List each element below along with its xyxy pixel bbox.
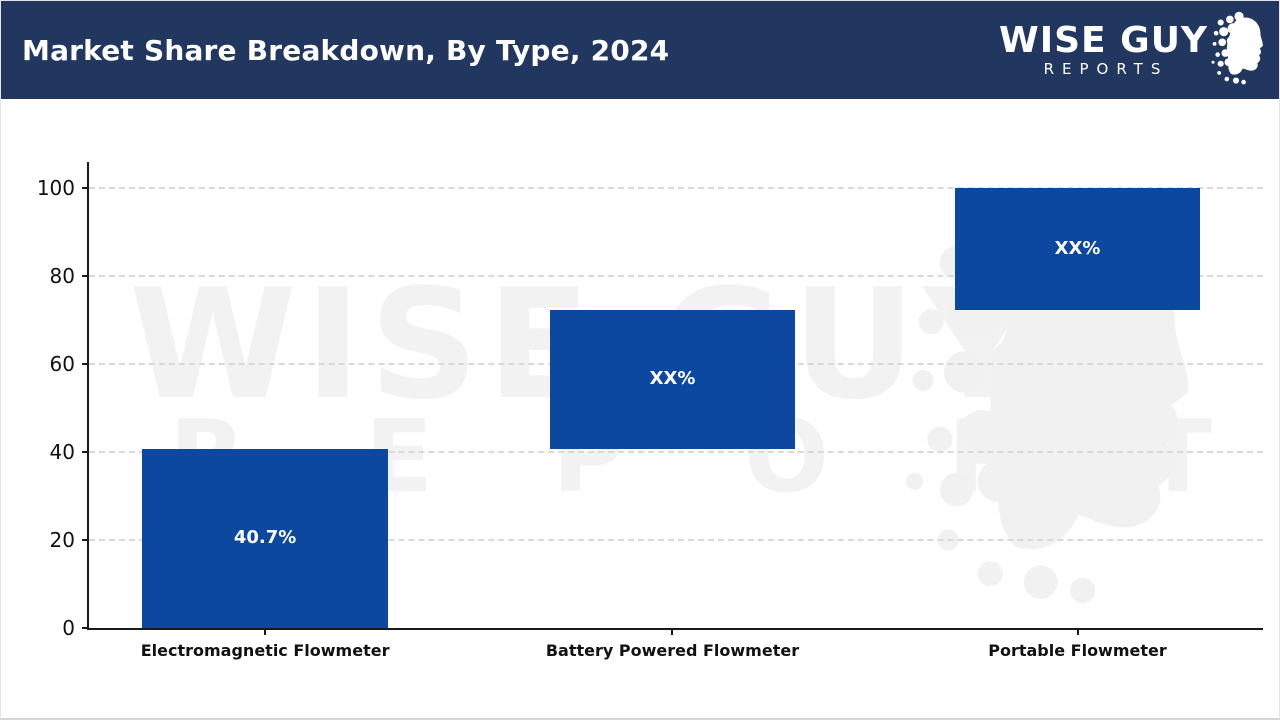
bar-value-label: 40.7% [233,527,297,549]
x-tick-mark [671,628,674,635]
category-label: Electromagnetic Flowmeter [140,641,390,660]
y-tick-label: 20 [49,528,75,552]
y-tick-mark [82,363,89,365]
brand-name: WISE GUY [998,20,1208,61]
y-tick-mark [82,627,89,629]
plot-area: 0 20 40 60 80 100 Electromagnetic Flowmeter Bat… [37,162,1263,660]
y-tick-label: 40 [49,440,75,464]
bar-value-label: XX% [649,368,696,390]
y-tick-label: 100 [36,176,75,200]
bar-value-label: XX% [1054,237,1101,259]
gridline [89,539,1263,541]
brand-text: WISE GUY REPORTS [999,23,1208,77]
category-label: Portable Flowmeter [988,641,1167,660]
y-tick-mark [82,539,89,541]
y-tick-label: 80 [49,264,75,288]
bar: XX% [954,188,1201,310]
y-tick-label: 0 [62,616,75,640]
y-tick-mark [82,187,89,189]
page-title: Market Share Breakdown, By Type, 2024 [22,33,670,67]
gridline [89,275,1263,277]
brand-subtitle: REPORTS [1043,60,1169,78]
gridline [89,187,1263,189]
y-axis-spine [87,162,89,628]
header: Market Share Breakdown, By Type, 2024 WI… [1,1,1279,99]
y-tick-mark [82,451,89,453]
y-tick-mark [82,275,89,277]
category-label: Battery Powered Flowmeter [545,641,800,660]
x-tick-mark [1076,628,1079,635]
brand-logo: WISE GUY REPORTS [999,11,1265,89]
gridline [89,451,1263,453]
chart-area: WISE GUY R E P O R T S 020406080100Elect… [1,99,1279,718]
x-tick-mark [264,628,267,635]
bar: 40.7% [142,448,388,628]
bar: XX% [549,309,796,449]
wiseguy-head-icon [1210,11,1265,89]
y-tick-label: 60 [49,352,75,376]
x-axis-spine [87,628,1263,630]
